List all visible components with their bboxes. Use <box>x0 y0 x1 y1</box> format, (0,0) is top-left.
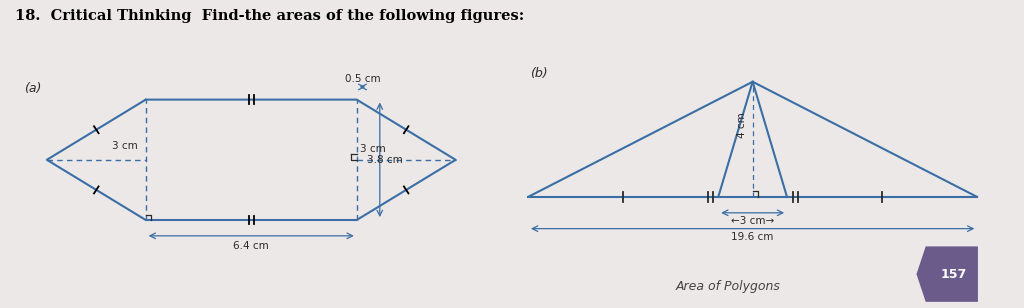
Text: 4 cm: 4 cm <box>737 112 746 138</box>
Text: 19.6 cm: 19.6 cm <box>731 232 774 242</box>
Text: 3 cm: 3 cm <box>112 140 137 151</box>
Text: 6.4 cm: 6.4 cm <box>233 241 269 251</box>
Text: 3 cm: 3 cm <box>360 144 386 154</box>
Polygon shape <box>916 246 978 302</box>
Text: 0.5 cm: 0.5 cm <box>345 75 380 84</box>
Text: 18.  Critical Thinking  Find‐the areas of the following figures:: 18. Critical Thinking Find‐the areas of … <box>15 9 524 23</box>
Text: (b): (b) <box>530 67 548 80</box>
Text: (a): (a) <box>24 82 41 95</box>
Text: Area of Polygons: Area of Polygons <box>676 280 780 293</box>
Text: 157: 157 <box>940 268 967 281</box>
Text: ←3 cm→: ←3 cm→ <box>731 216 774 226</box>
Text: 3.8 cm: 3.8 cm <box>367 155 402 165</box>
